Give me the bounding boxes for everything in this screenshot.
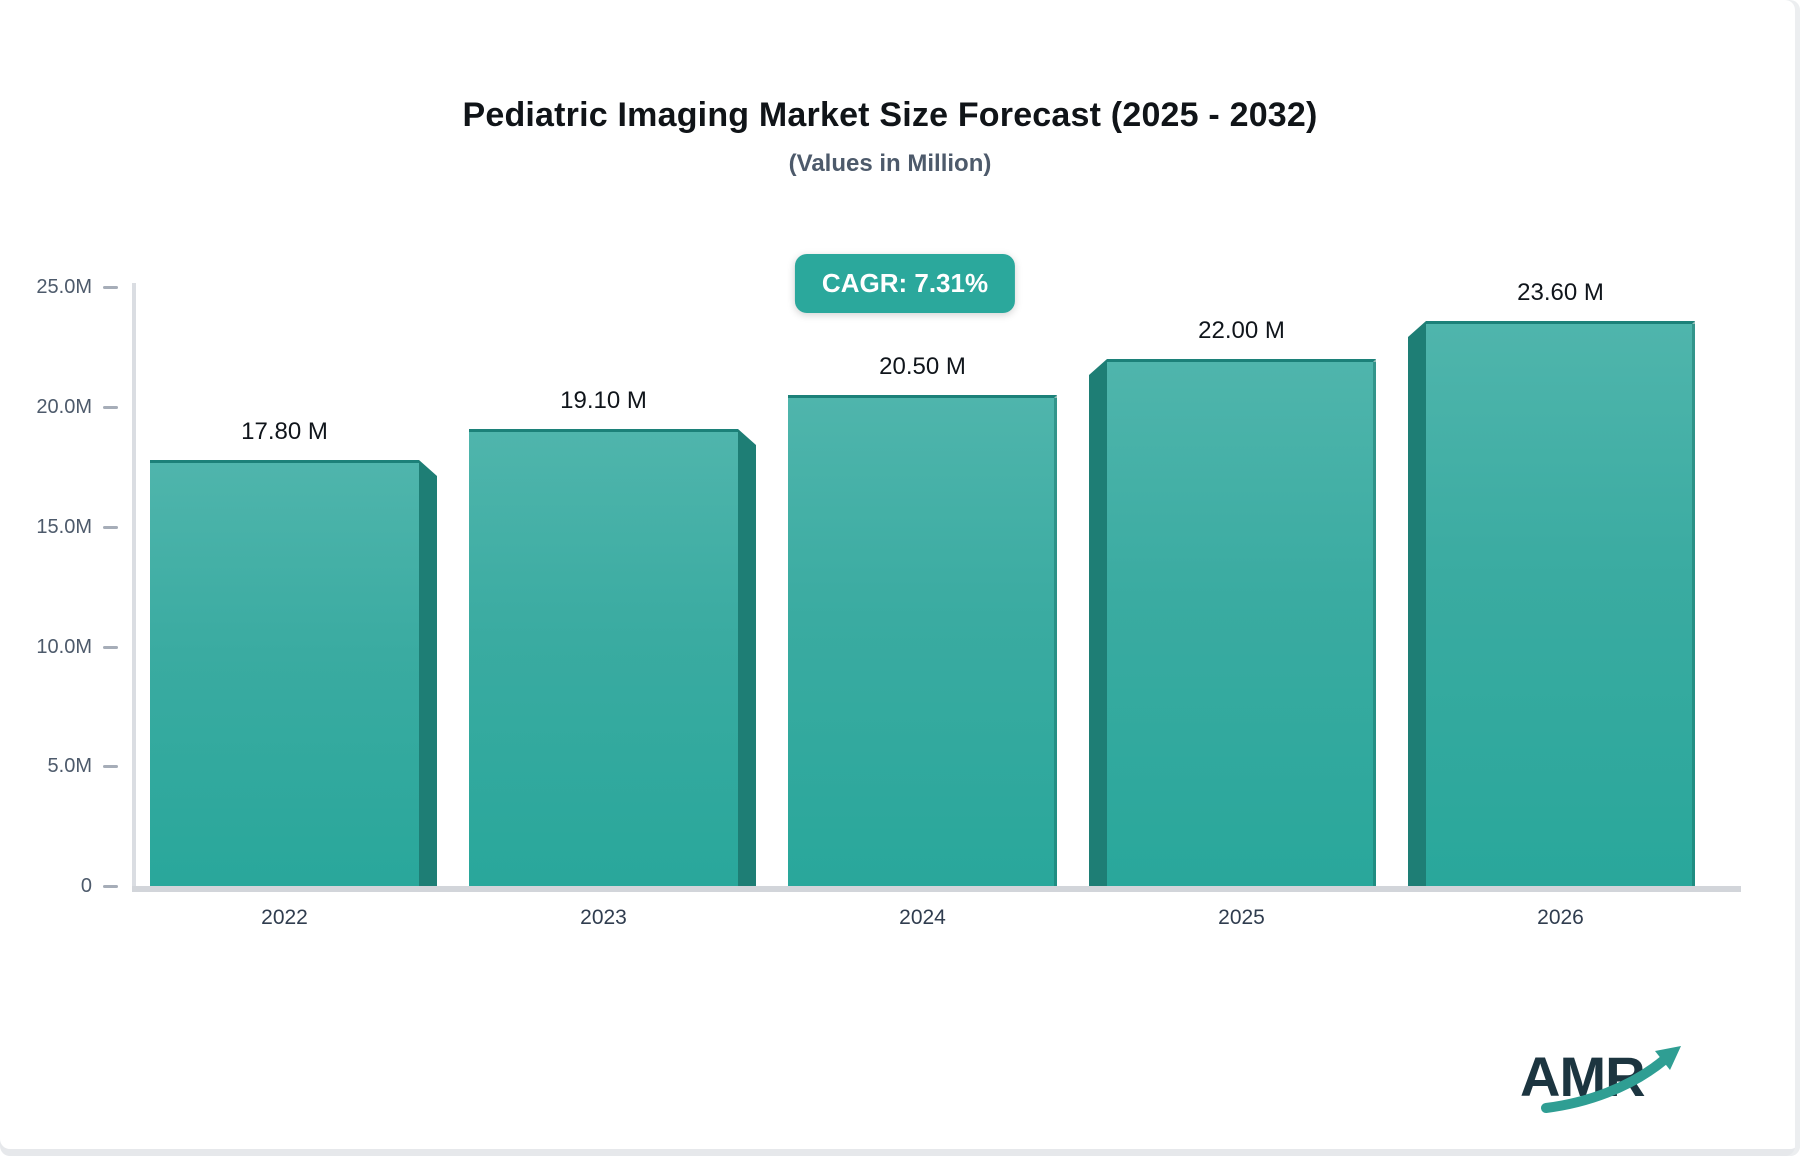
y-tick-mark	[103, 525, 118, 529]
x-tick-label: 2026	[1537, 906, 1584, 929]
y-axis-line	[132, 283, 136, 892]
bar-2025	[1107, 359, 1376, 886]
growth-arrow-icon	[1541, 1046, 1681, 1113]
bar-2022-3d-side	[419, 460, 437, 886]
bar-value-label: 19.10 M	[560, 387, 647, 414]
x-tick-label: 2022	[261, 906, 308, 929]
bar-2026	[1426, 321, 1695, 886]
x-tick-label: 2023	[580, 906, 627, 929]
y-tick-label: 25.0M	[36, 276, 92, 299]
bar-value-label: 23.60 M	[1517, 279, 1604, 306]
chart-subtitle: (Values in Million)	[788, 150, 992, 177]
y-tick-mark	[103, 765, 118, 769]
bar-2026-3d-side	[1408, 321, 1426, 886]
y-tick-mark	[103, 406, 118, 409]
amr-logo: AMR	[1520, 1045, 1681, 1113]
y-tick-label: 0	[80, 875, 92, 897]
y-tick-label: 10.0M	[36, 635, 92, 658]
bar-value-label: 20.50 M	[879, 353, 966, 380]
bar-value-label: 22.00 M	[1198, 317, 1285, 344]
cagr-badge: CAGR: 7.31%	[794, 254, 1016, 313]
bar-2023-3d-side	[738, 429, 756, 886]
y-tick-label: 5.0M	[47, 755, 92, 778]
chart-title: Pediatric Imaging Market Size Forecast (…	[462, 96, 1318, 134]
y-tick-mark	[103, 645, 118, 649]
bar-2025-3d-side	[1089, 359, 1107, 886]
y-tick-mark	[103, 286, 118, 290]
bar-2023	[469, 429, 738, 886]
y-tick-label: 20.0M	[36, 396, 92, 418]
y-tick-mark	[103, 885, 118, 888]
x-axis-line	[132, 886, 1741, 892]
y-tick-label: 15.0M	[36, 515, 92, 538]
bar-2024	[788, 395, 1057, 886]
bar-2022	[150, 460, 419, 886]
x-tick-label: 2025	[1218, 906, 1265, 929]
bar-value-label: 17.80 M	[241, 418, 328, 445]
x-tick-label: 2024	[899, 906, 946, 929]
